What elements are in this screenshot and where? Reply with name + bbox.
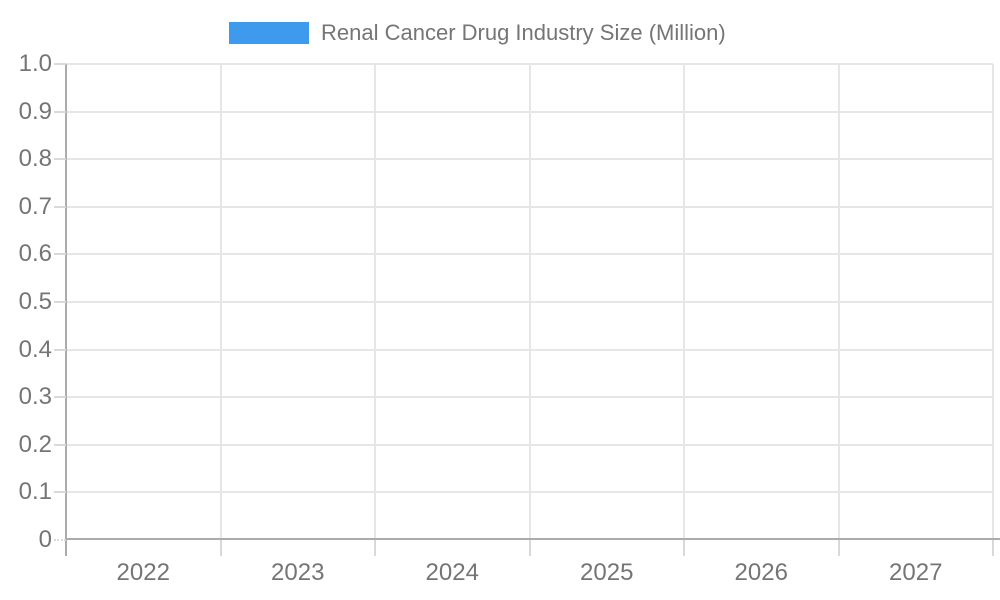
y-axis-label: 0.1 [18,478,52,506]
x-gridline [219,64,222,540]
x-axis-line [66,538,1000,540]
y-axis-label: 0 [38,526,52,553]
x-axis-tick [837,540,840,556]
x-axis-label: 2022 [116,559,170,586]
x-axis-label: 2025 [580,559,634,586]
x-axis-tick [374,540,376,556]
y-axis-label: 0.6 [18,240,52,268]
y-axis-label: 0.7 [18,192,52,220]
y-axis-label: 0.3 [18,383,52,411]
y-axis-tick [54,491,66,494]
y-axis-tick [54,63,66,65]
x-axis-tick [992,540,994,556]
y-axis-tick [54,348,66,351]
x-axis-label: 2024 [425,559,479,586]
y-axis-label: 0.2 [18,430,52,458]
y-axis-label: 0.5 [18,288,52,315]
x-gridline [992,64,994,540]
x-axis-label: 2027 [889,559,943,586]
x-gridline [683,64,685,540]
y-axis-tick [54,205,66,208]
x-axis-tick [219,540,222,556]
y-axis-tick [54,110,66,113]
y-axis-label: 0.4 [18,335,52,363]
y-axis-line [65,64,67,556]
y-axis-label: 0.8 [18,145,52,173]
x-axis-tick [528,540,531,556]
x-axis-tick [683,540,685,556]
y-axis-tick [54,539,66,541]
plot-area [66,63,994,540]
y-axis-label: 0.9 [18,97,52,125]
y-axis-tick [54,396,66,399]
y-axis-tick [54,301,66,303]
legend-item[interactable]: Renal Cancer Drug Industry Size (Million… [229,19,726,47]
y-axis-label: 1.0 [18,50,52,77]
y-axis-tick [54,158,66,161]
y-axis-tick [54,443,66,446]
x-axis-label: 2026 [734,559,788,586]
legend-swatch [229,22,309,44]
y-axis-tick [54,253,66,256]
x-gridline [528,64,531,540]
chart-title: Renal Cancer Drug Industry Size (Million… [321,20,726,45]
x-axis-label: 2023 [271,559,325,586]
x-gridline [837,64,840,540]
x-gridline [374,64,376,540]
